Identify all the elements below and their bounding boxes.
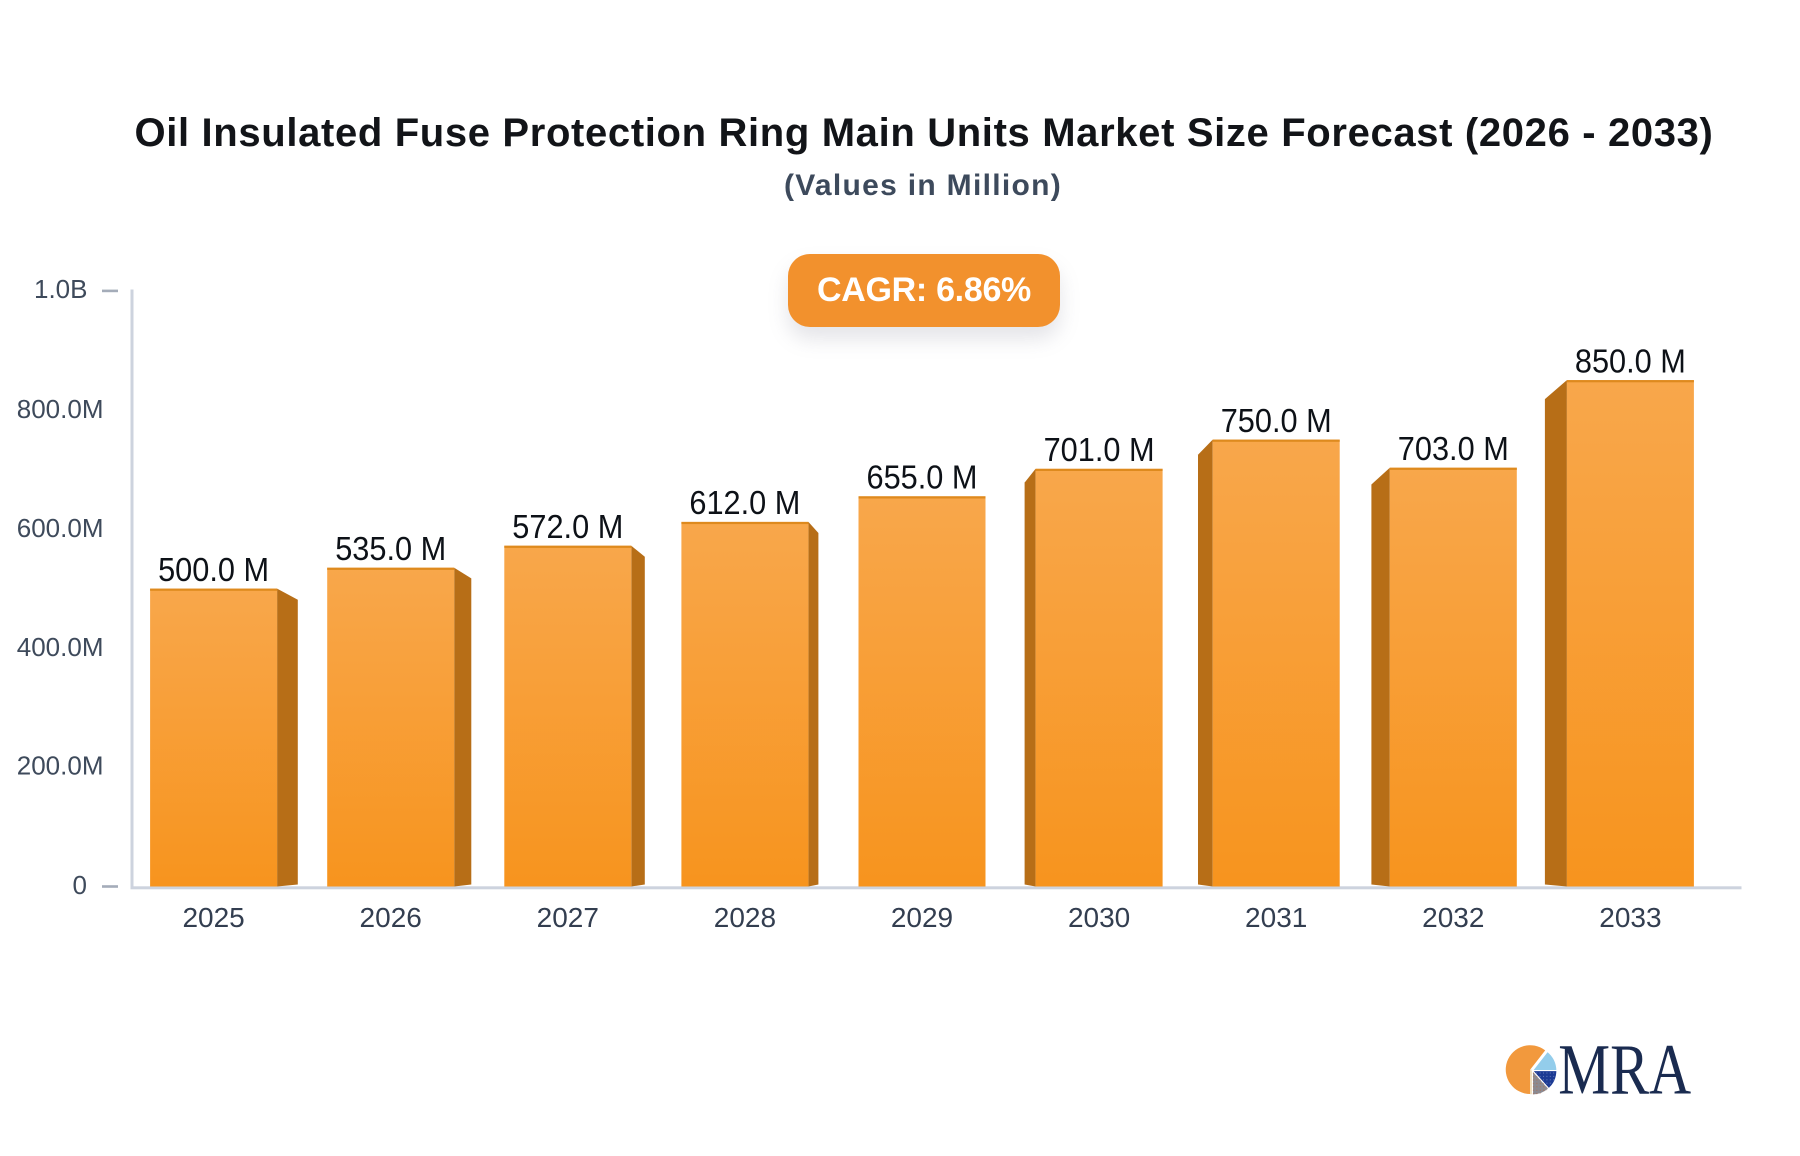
svg-text:750.0 M: 750.0 M [1221,402,1332,439]
svg-text:1.0B: 1.0B [34,274,88,304]
svg-text:500.0 M: 500.0 M [158,551,269,588]
svg-text:200.0M: 200.0M [17,750,104,780]
svg-text:400.0M: 400.0M [17,632,104,662]
svg-text:850.0 M: 850.0 M [1575,342,1686,379]
svg-text:535.0 M: 535.0 M [335,530,446,567]
svg-text:572.0 M: 572.0 M [512,508,623,545]
svg-text:2026: 2026 [360,902,422,933]
svg-text:703.0 M: 703.0 M [1398,430,1509,467]
svg-text:2028: 2028 [714,902,776,933]
svg-text:2029: 2029 [891,902,953,933]
svg-text:701.0 M: 701.0 M [1044,431,1155,468]
svg-text:2031: 2031 [1245,902,1307,933]
svg-text:2025: 2025 [182,902,244,933]
svg-text:800.0M: 800.0M [17,394,104,424]
svg-text:2033: 2033 [1599,902,1661,933]
svg-text:2032: 2032 [1422,902,1484,933]
svg-text:612.0 M: 612.0 M [689,484,800,521]
svg-text:655.0 M: 655.0 M [867,459,978,496]
svg-text:2030: 2030 [1068,902,1130,933]
svg-text:2027: 2027 [537,902,599,933]
svg-text:600.0M: 600.0M [17,513,104,543]
svg-text:0: 0 [73,870,87,900]
svg-text:MRA: MRA [1558,1031,1691,1110]
